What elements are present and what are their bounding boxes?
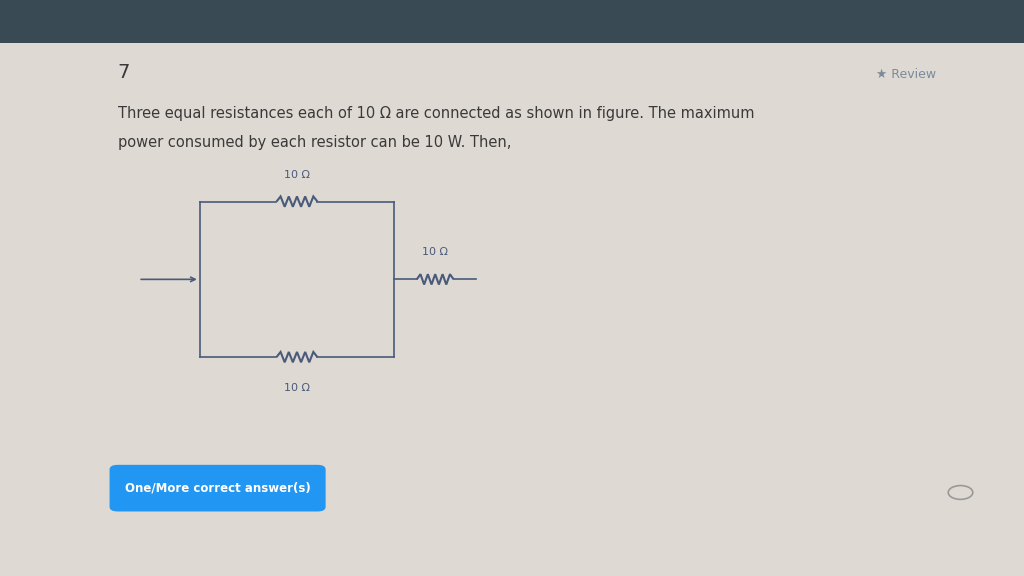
Text: 10 Ω: 10 Ω xyxy=(284,383,310,393)
Text: One/More correct answer(s): One/More correct answer(s) xyxy=(125,482,310,495)
Text: Three equal resistances each of 10 Ω are connected as shown in figure. The maxim: Three equal resistances each of 10 Ω are… xyxy=(118,106,755,121)
Text: 7: 7 xyxy=(118,63,130,82)
FancyBboxPatch shape xyxy=(110,465,326,511)
Bar xyxy=(0,0,1024,43)
Text: 10 Ω: 10 Ω xyxy=(422,248,449,257)
Text: power consumed by each resistor can be 10 W. Then,: power consumed by each resistor can be 1… xyxy=(118,135,511,150)
Text: 10 Ω: 10 Ω xyxy=(284,170,310,180)
Text: ★ Review: ★ Review xyxy=(876,68,936,81)
